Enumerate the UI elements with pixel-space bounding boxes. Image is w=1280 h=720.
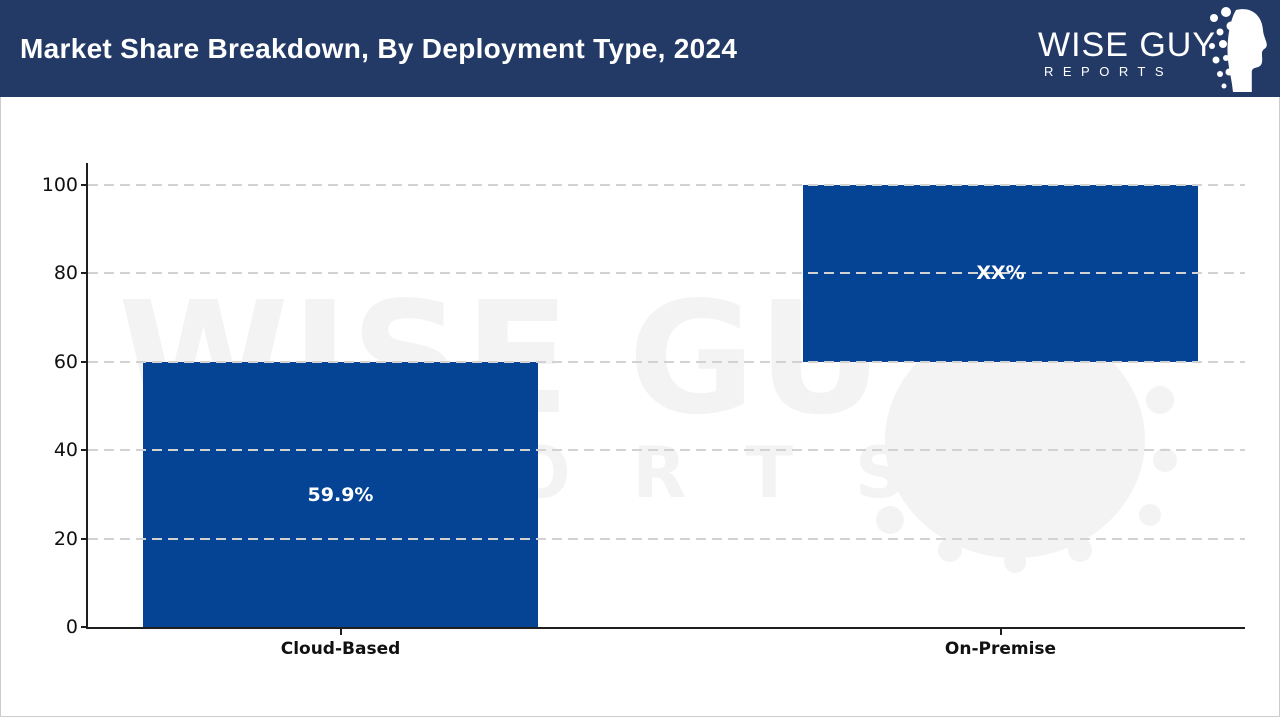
x-axis-tick: [999, 628, 1002, 635]
y-axis-tick: [81, 272, 88, 275]
y-tick-label: 40: [53, 439, 78, 462]
logo-face-icon: [1209, 7, 1267, 92]
gridline: [88, 360, 1245, 363]
y-tick-label: 100: [41, 174, 78, 196]
bar-value-label: XX%: [976, 262, 1025, 285]
gridline: [88, 537, 1245, 540]
bar-cloud-based: [143, 362, 538, 627]
header-band: Market Share Breakdown, By Deployment Ty…: [0, 0, 1280, 97]
gridline: [88, 184, 1245, 186]
y-axis-spine: [86, 163, 88, 629]
y-axis-tick: [81, 537, 88, 540]
logo-wordmark: WISE GUY: [1038, 26, 1217, 64]
y-axis-tick: [81, 360, 88, 363]
y-axis-tick: [81, 626, 88, 628]
x-axis-spine: [86, 627, 1245, 629]
x-category-label: On-Premise: [944, 639, 1057, 659]
gridline: [88, 272, 1245, 275]
logo-subtitle: REPORTS: [1044, 64, 1174, 79]
y-axis-tick: [81, 184, 88, 186]
y-tick-label: 0: [65, 616, 78, 638]
gridline: [88, 449, 1245, 452]
x-category-label: Cloud-Based: [280, 639, 401, 659]
bar-value-label: 59.9%: [307, 483, 374, 506]
y-tick-label: 20: [53, 527, 78, 550]
y-tick-label: 80: [53, 262, 78, 285]
y-tick-label: 60: [53, 350, 78, 373]
brand-logo: WISE GUY REPORTS: [1010, 4, 1270, 94]
page-title: Market Share Breakdown, By Deployment Ty…: [20, 32, 738, 64]
y-axis-tick: [81, 449, 88, 452]
x-axis-tick: [339, 628, 342, 635]
